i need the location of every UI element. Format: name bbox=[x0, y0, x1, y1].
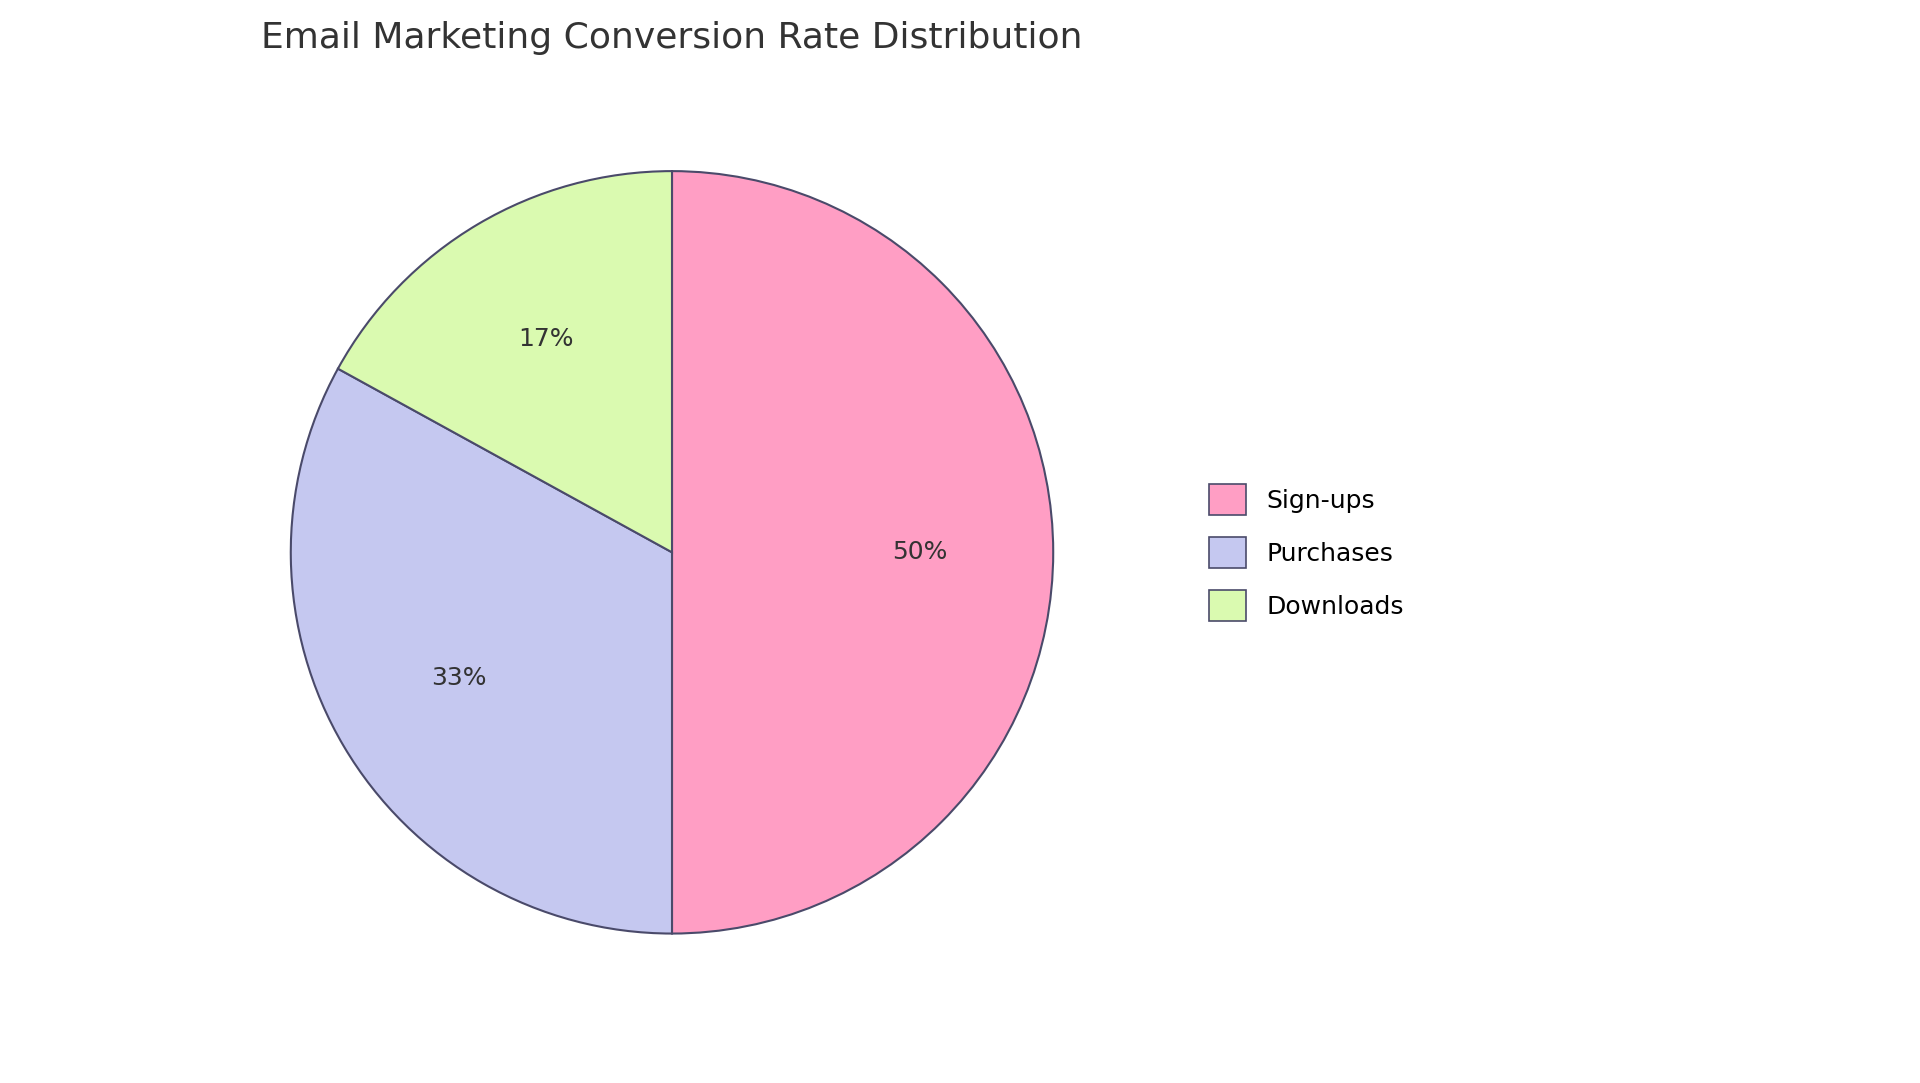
Wedge shape bbox=[672, 171, 1054, 934]
Title: Email Marketing Conversion Rate Distribution: Email Marketing Conversion Rate Distribu… bbox=[261, 21, 1083, 55]
Text: 17%: 17% bbox=[518, 327, 574, 351]
Wedge shape bbox=[338, 171, 672, 552]
Wedge shape bbox=[290, 368, 672, 934]
Legend: Sign-ups, Purchases, Downloads: Sign-ups, Purchases, Downloads bbox=[1210, 484, 1404, 621]
Text: 50%: 50% bbox=[893, 540, 947, 564]
Text: 33%: 33% bbox=[430, 666, 486, 691]
